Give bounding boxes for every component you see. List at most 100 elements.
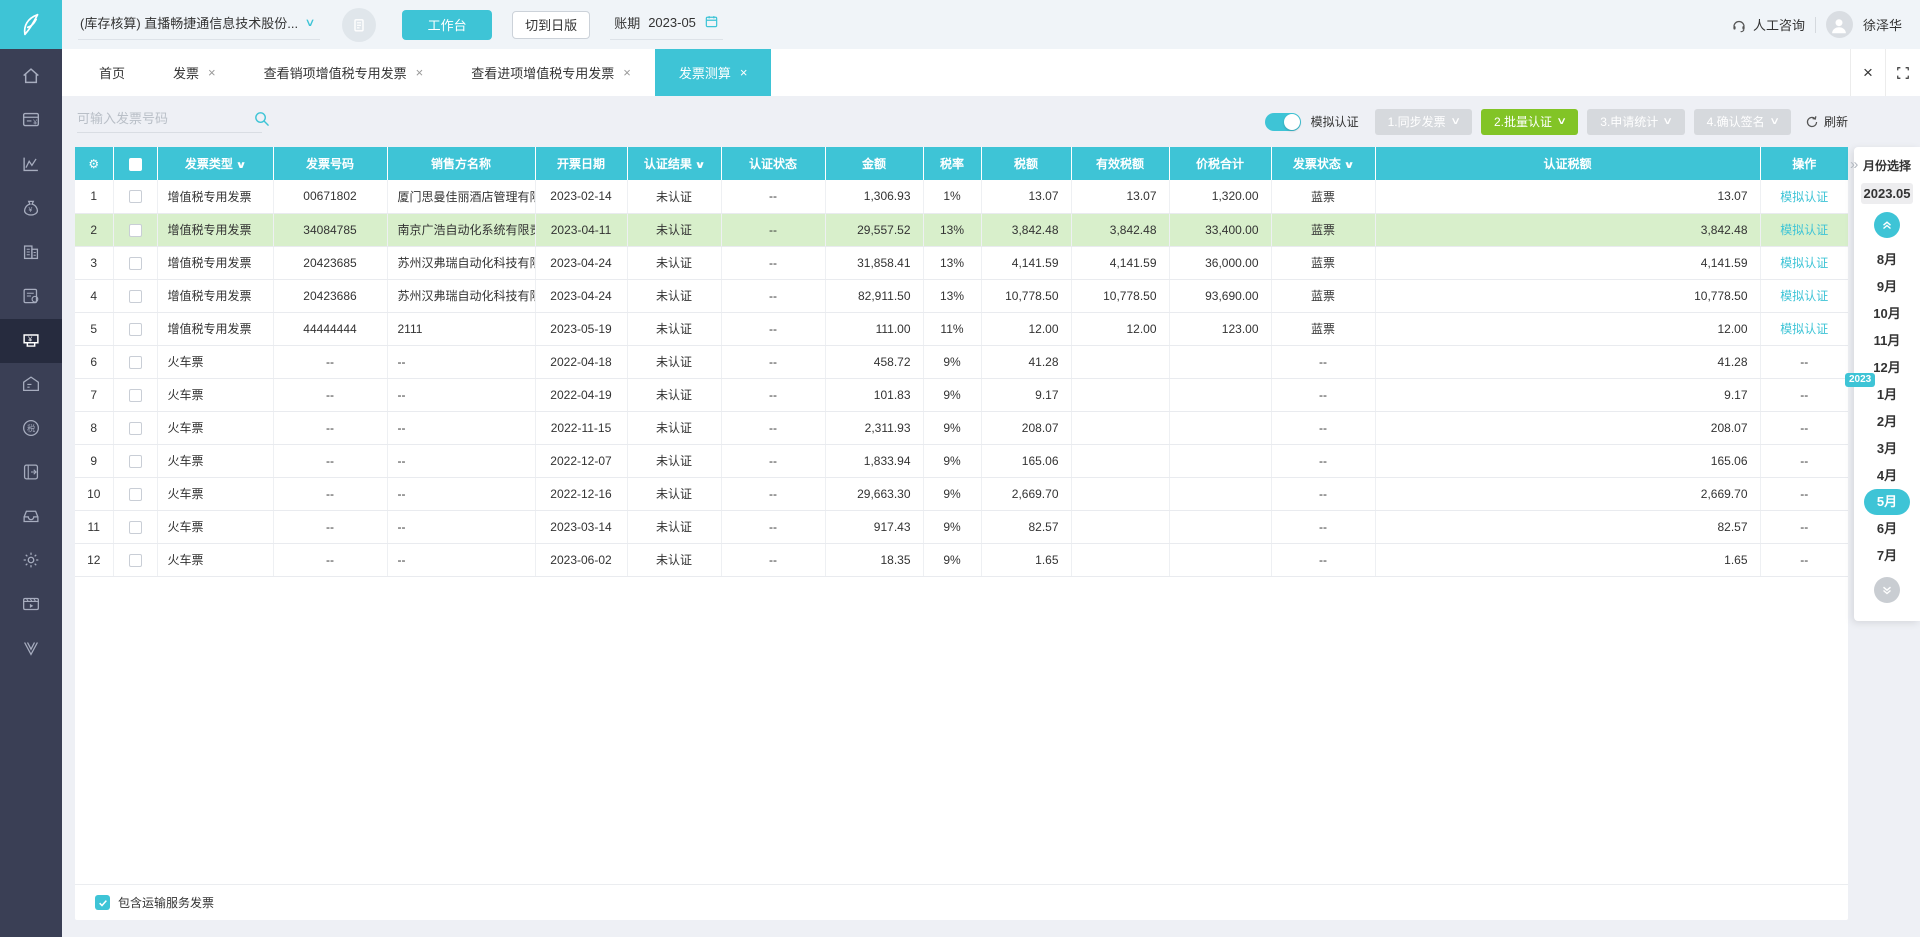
checkbox[interactable] xyxy=(128,157,142,171)
user-name[interactable]: 徐泽华 xyxy=(1862,18,1902,33)
scroll-months-up-button[interactable] xyxy=(1874,212,1900,238)
close-tab-icon[interactable]: × xyxy=(623,65,631,80)
sort-chevron-icon[interactable]: ∨ xyxy=(235,160,247,171)
tab[interactable]: 发票测算 × xyxy=(654,49,772,96)
search-icon[interactable] xyxy=(253,110,270,127)
row-checkbox[interactable] xyxy=(128,256,142,270)
fullscreen-button[interactable] xyxy=(1885,49,1920,96)
support-link[interactable]: 人工咨询 xyxy=(1731,15,1805,34)
collapse-panel-icon[interactable]: » xyxy=(1850,156,1859,173)
table-row[interactable]: 11 火车票 -- -- 2023-03-14 未认证 -- 917.43 9% 82.57 -- 8… xyxy=(75,510,1848,544)
table-row[interactable]: 4 增值税专用发票 20423686 苏州汉弗瑞自动化科技有限 2023-04-24 未认… xyxy=(75,279,1848,313)
month-item[interactable]: 4月 xyxy=(1876,468,1898,483)
column-settings-gear-icon[interactable]: ⚙ xyxy=(75,147,114,180)
sidebar-item-ledger[interactable] xyxy=(0,451,62,495)
action-button[interactable]: 3.申请统计 ∨ xyxy=(1587,108,1685,135)
close-tab-icon[interactable]: × xyxy=(739,65,748,80)
table-cell: 2,669.70 xyxy=(1375,477,1761,511)
table-cell: 蓝票 xyxy=(1271,279,1376,313)
close-tab-icon[interactable]: × xyxy=(208,65,216,80)
table-row[interactable]: 3 增值税专用发票 20423685 苏州汉弗瑞自动化科技有限 2023-04-24 未认… xyxy=(75,246,1848,280)
sidebar-item-warehouse[interactable] xyxy=(0,363,62,407)
simulate-auth-link[interactable]: 模拟认证 xyxy=(1780,289,1829,303)
column-header[interactable]: 发票类型 ∨ xyxy=(157,147,274,180)
sidebar-item-home[interactable] xyxy=(0,55,62,99)
tab[interactable]: 首页 xyxy=(75,49,149,96)
sidebar-item-video[interactable] xyxy=(0,583,62,627)
column-header[interactable]: 认证结果 ∨ xyxy=(627,147,722,180)
close-tab-icon[interactable]: × xyxy=(415,65,424,80)
simulate-auth-toggle[interactable] xyxy=(1264,112,1301,131)
table-row[interactable]: 9 火车票 -- -- 2022-12-07 未认证 -- 1,833.94 9% 165.06-… xyxy=(75,444,1848,478)
table-row[interactable]: 7 火车票 -- -- 2022-04-19 未认证 -- 101.83 9% 9.17 -- 9.1… xyxy=(75,378,1848,412)
sidebar-item-company[interactable] xyxy=(0,231,62,275)
tab[interactable]: 发票 × xyxy=(149,49,240,96)
sidebar-item-inbox[interactable] xyxy=(0,495,62,539)
sort-chevron-icon[interactable]: ∨ xyxy=(1343,160,1355,171)
row-checkbox[interactable] xyxy=(128,190,142,204)
table-row[interactable]: 10 火车票 -- -- 2022-12-16 未认证 -- 29,663.30 9% 2,669… xyxy=(75,477,1848,511)
month-item[interactable]: 9月 xyxy=(1876,279,1898,294)
month-item[interactable]: 5月 xyxy=(1864,489,1910,515)
tab[interactable]: 查看销项增值税专用发票 × xyxy=(240,49,448,96)
refresh-button[interactable]: 刷新 xyxy=(1805,113,1848,130)
row-checkbox[interactable] xyxy=(128,454,142,468)
sidebar-item-v-logo[interactable] xyxy=(0,627,62,671)
accounting-period[interactable]: 账期 2023-05 xyxy=(610,9,723,40)
row-checkbox[interactable] xyxy=(128,421,142,435)
simulate-auth-link[interactable]: 模拟认证 xyxy=(1780,322,1829,336)
simulate-auth-link[interactable]: 模拟认证 xyxy=(1780,256,1829,270)
month-item[interactable]: 7月 xyxy=(1876,548,1898,563)
month-item[interactable]: 8月 xyxy=(1876,252,1898,267)
month-item[interactable]: 2月 xyxy=(1876,414,1898,429)
month-item[interactable]: 6月 xyxy=(1876,521,1898,536)
sidebar-item-invoice-list[interactable]: ¥ xyxy=(0,99,62,143)
scroll-months-down-button[interactable] xyxy=(1874,577,1900,603)
table-row[interactable]: 2 增值税专用发票 34084785 南京广浩自动化系统有限责 2023-04-11 未认… xyxy=(75,213,1848,247)
avatar[interactable] xyxy=(1825,11,1853,38)
simulate-auth-link[interactable]: 模拟认证 xyxy=(1780,223,1829,237)
simulate-auth-link[interactable]: 模拟认证 xyxy=(1780,189,1829,204)
month-item[interactable]: 3月 xyxy=(1876,441,1898,456)
month-item[interactable]: 1月 2023 xyxy=(1845,373,1915,408)
month-item[interactable]: 11月 xyxy=(1873,333,1901,348)
action-button[interactable]: 1.同步发票 ∨ xyxy=(1374,108,1472,135)
table-row[interactable]: 8 火车票 -- -- 2022-11-15 未认证 -- 2,311.93 9% 208.07-… xyxy=(75,411,1848,445)
month-item[interactable]: 10月 xyxy=(1873,306,1901,321)
month-item[interactable]: 12月 xyxy=(1873,360,1901,375)
app-logo[interactable] xyxy=(0,0,62,49)
table-row[interactable]: 12 火车票 -- -- 2023-06-02 未认证 -- 18.35 9% 1.65 -- 1.6… xyxy=(75,543,1848,577)
sidebar-item-tax[interactable]: 税 xyxy=(0,407,62,451)
row-checkbox[interactable] xyxy=(128,388,142,402)
row-checkbox[interactable] xyxy=(128,223,142,237)
action-button[interactable]: 4.确认签名 ∨ xyxy=(1693,108,1791,135)
column-header[interactable]: 发票状态 ∨ xyxy=(1271,147,1376,180)
close-tabs-button[interactable]: × xyxy=(1850,49,1885,96)
current-period[interactable]: 2023.05 xyxy=(1861,183,1913,204)
memo-icon[interactable] xyxy=(342,7,377,42)
sidebar-item-chart[interactable] xyxy=(0,143,62,187)
row-checkbox[interactable] xyxy=(128,322,142,336)
switch-version-button[interactable]: 切到日版 xyxy=(512,10,591,39)
tab[interactable]: 查看进项增值税专用发票 × xyxy=(447,49,655,96)
sidebar-item-report[interactable] xyxy=(0,275,62,319)
row-checkbox[interactable] xyxy=(128,289,142,303)
row-checkbox[interactable] xyxy=(128,355,142,369)
table-row[interactable]: 5 增值税专用发票 44444444 2111 2023-05-19 未认证 -- 111.0… xyxy=(75,312,1848,346)
sidebar-item-money-bag[interactable]: ¥ xyxy=(0,187,62,231)
search-input[interactable] xyxy=(77,111,253,126)
row-checkbox[interactable] xyxy=(128,553,142,567)
row-checkbox[interactable] xyxy=(128,520,142,534)
company-selector[interactable]: (库存核算) 直播畅捷通信息技术股份... ∨ xyxy=(78,9,321,40)
sidebar-item-invoice-print[interactable]: ¥ xyxy=(0,319,62,363)
sort-chevron-icon[interactable]: ∨ xyxy=(694,160,706,171)
workbench-button[interactable]: 工作台 xyxy=(402,9,493,40)
table-row[interactable]: 6 火车票 -- -- 2022-04-18 未认证 -- 458.72 9% 41.28 -- 41… xyxy=(75,345,1848,379)
sidebar-item-settings[interactable] xyxy=(0,539,62,583)
row-checkbox[interactable] xyxy=(128,487,142,501)
transport-invoice-checkbox[interactable] xyxy=(95,895,110,910)
action-button[interactable]: 2.批量认证 ∨ xyxy=(1480,108,1579,135)
select-all-checkbox[interactable] xyxy=(113,147,158,180)
table-row[interactable]: 1 增值税专用发票 00671802 厦门思曼佳丽酒店管理有限 2023-02-14 未认… xyxy=(75,180,1848,214)
settings-icon xyxy=(20,549,42,574)
